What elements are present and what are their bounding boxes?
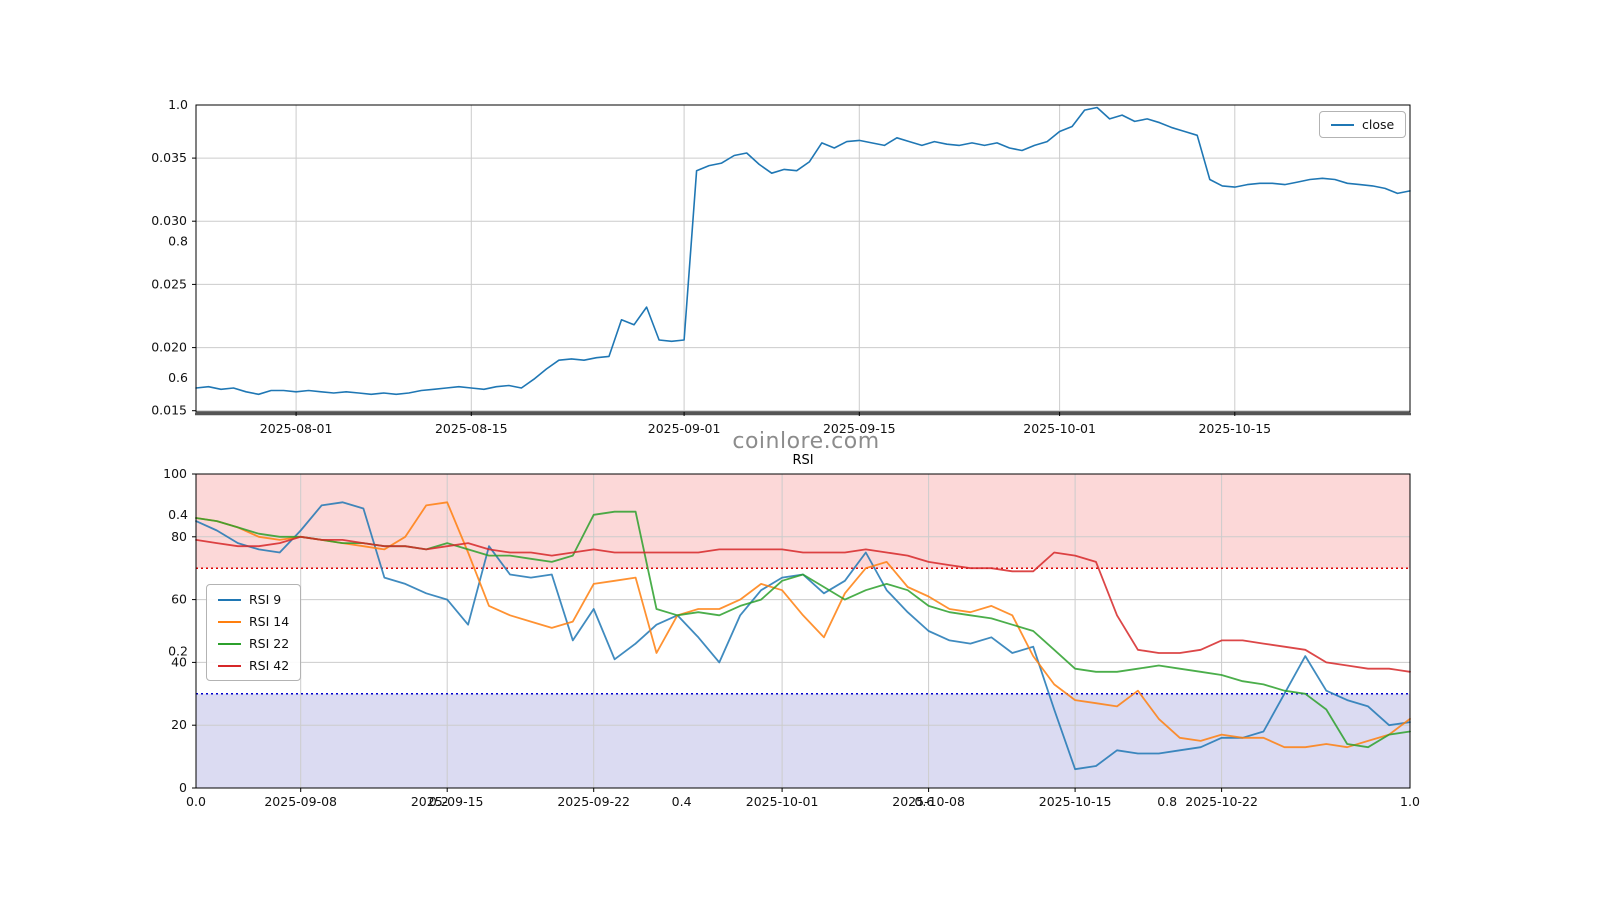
overlay-y-tick-label: 0.8 [168, 234, 188, 249]
x-tick-label: 2025-09-15 [823, 421, 896, 436]
x-tick-label: 2025-08-01 [260, 421, 333, 436]
x-tick-label: 2025-09-01 [648, 421, 721, 436]
y-tick-label: 60 [171, 592, 187, 607]
legend-rsi: RSI 9 RSI 14 RSI 22 RSI 42 [206, 584, 302, 681]
legend-item-rsi-22: RSI 22 [218, 636, 289, 651]
x-tick-label: 2025-10-01 [746, 794, 819, 809]
legend-label-rsi-14: RSI 14 [249, 614, 290, 629]
y-tick-label: 0 [179, 780, 187, 795]
overlay-x-tick-label: 0.2 [429, 794, 449, 809]
plot-border [195, 473, 1411, 789]
legend-label-rsi-42: RSI 42 [249, 658, 290, 673]
overlay-axis-labels: 1.0 0.8 0.6 0.4 0.2 0.0 0.2 0.4 0.6 0.8 1.0 [168, 97, 1420, 809]
y-tick-label: 0.015 [151, 403, 187, 418]
x-tick-label: 2025-09-08 [264, 794, 337, 809]
overlay-x-tick-label: 0.0 [186, 794, 206, 809]
x-tick-label: 2025-10-22 [1185, 794, 1258, 809]
series-line-close [195, 106, 1411, 396]
legend-label-rsi-9: RSI 9 [249, 592, 282, 607]
x-tick-label: 2025-10-01 [1023, 421, 1096, 436]
y-tick-label: 100 [163, 466, 187, 481]
legend-item-rsi-14: RSI 14 [218, 614, 289, 629]
overlay-y-tick-label: 1.0 [168, 97, 188, 112]
x-tick-label: 2025-10-08 [892, 794, 965, 809]
legend-line-sample-rsi-9 [218, 598, 241, 601]
x-tick-label: 2025-10-15 [1039, 794, 1112, 809]
legend-close: close [1319, 111, 1407, 138]
legend-line-sample-close [1331, 123, 1354, 126]
watermark-text: coinlore.com [732, 429, 880, 454]
legend-line-sample-rsi-22 [218, 642, 241, 645]
y-tick-label: 0.020 [151, 340, 187, 355]
plot-border [195, 104, 1411, 413]
y-tick-label: 20 [171, 717, 187, 732]
overlay-y-tick-label: 0.2 [168, 643, 188, 658]
rsi-chart-title: RSI [792, 453, 814, 468]
series-line-rsi-14 [195, 501, 1411, 749]
overlay-x-tick-label: 1.0 [1400, 794, 1420, 809]
overlay-x-tick-label: 0.8 [1157, 794, 1177, 809]
shaded-band [196, 693, 1410, 788]
y-tick-label: 0.025 [151, 276, 187, 291]
price-chart: 2025-08-01 2025-08-15 2025-09-01 2025-09-15… [151, 104, 1411, 436]
overlay-x-tick-label: 0.4 [672, 794, 692, 809]
rsi-chart: 2025-09-08 2025-09-15 2025-09-22 2025-10-01… [163, 466, 1411, 809]
overlay-x-tick-label: 0.6 [914, 794, 934, 809]
legend-item-rsi-9: RSI 9 [218, 592, 289, 607]
overlay-y-tick-label: 0.4 [168, 507, 188, 522]
series-line-rsi-42 [195, 535, 1411, 673]
legend-line-sample-rsi-42 [218, 664, 241, 667]
x-tick-label: 2025-09-22 [557, 794, 630, 809]
legend-label-close: close [1362, 117, 1395, 132]
legend-line-sample-rsi-14 [218, 620, 241, 623]
y-tick-label: 0.035 [151, 150, 187, 165]
y-tick-label: 80 [171, 529, 187, 544]
x-tick-label: 2025-09-15 [411, 794, 484, 809]
y-tick-label: 40 [171, 654, 187, 669]
y-tick-label: 0.030 [151, 213, 187, 228]
overlay-y-tick-label: 0.6 [168, 370, 188, 385]
legend-item-rsi-42: RSI 42 [218, 658, 289, 673]
x-tick-label: 2025-08-15 [435, 421, 508, 436]
legend-label-rsi-22: RSI 22 [249, 636, 290, 651]
x-tick-label: 2025-10-15 [1198, 421, 1271, 436]
